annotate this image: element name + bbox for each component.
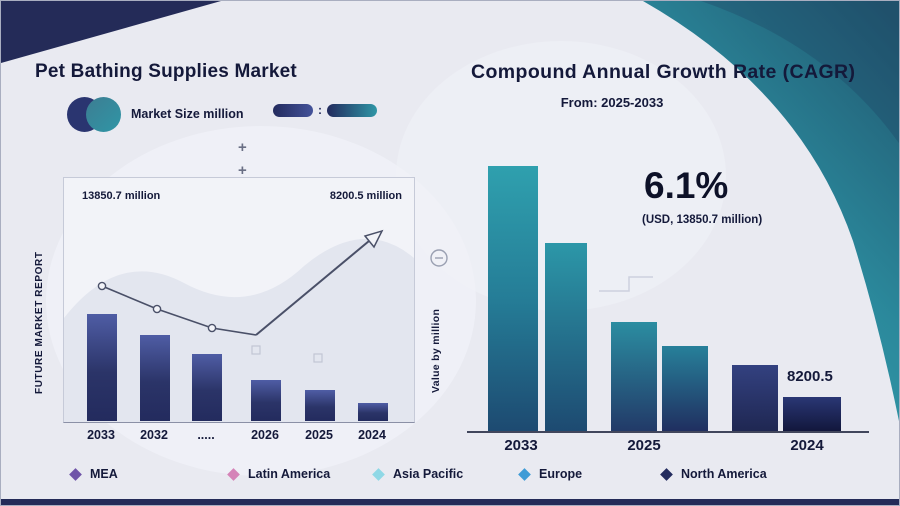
minus-circle-icon bbox=[430, 249, 448, 267]
trend-line-overlay bbox=[97, 229, 384, 363]
teal-pill-icon bbox=[327, 103, 377, 117]
page-title: Pet Bathing Supplies Market bbox=[35, 61, 297, 82]
legend-item-latin-america: Latin America bbox=[227, 467, 331, 481]
x-label: 2032 bbox=[140, 428, 168, 442]
cagr-title: Compound Annual Growth Rate (CAGR) bbox=[471, 61, 856, 83]
x-label: 2033 bbox=[504, 437, 538, 454]
mea-diamond-icon bbox=[69, 467, 82, 481]
bar-2026 bbox=[251, 380, 281, 421]
x-label: 2025 bbox=[305, 428, 333, 442]
legend-label: North America bbox=[681, 467, 767, 481]
value-annotation-2024: 8200.5 bbox=[787, 368, 833, 385]
trend-line bbox=[101, 285, 257, 336]
bar-2033-secondary bbox=[545, 242, 587, 431]
bar-2025 bbox=[305, 389, 335, 421]
legend-label: Europe bbox=[539, 467, 583, 481]
x-label: 2033 bbox=[87, 428, 115, 442]
trend-arrow-icon bbox=[363, 229, 384, 249]
legend-item-north-america: North America bbox=[660, 467, 767, 481]
plus-icon: + bbox=[238, 139, 247, 156]
x-label: 2024 bbox=[358, 428, 386, 442]
corner-shade-shape bbox=[701, 1, 899, 144]
x-label: 2026 bbox=[251, 428, 279, 442]
start-value-label: 13850.7 million bbox=[82, 190, 161, 202]
teal-circle-icon bbox=[86, 97, 121, 132]
left-x-axis-labels: 2033 2032 ..... 2026 2025 2024 bbox=[63, 428, 415, 444]
bar-2025-secondary bbox=[662, 346, 708, 431]
navy-pill-icon bbox=[273, 103, 313, 117]
north-america-diamond-icon bbox=[660, 467, 673, 481]
bar-2024-secondary bbox=[783, 396, 841, 431]
x-axis-line bbox=[467, 431, 869, 433]
bottom-bar-shape bbox=[1, 499, 899, 505]
market-size-icon bbox=[67, 97, 123, 132]
x-label: 2025 bbox=[627, 437, 661, 454]
market-size-legend-label: Market Size million bbox=[131, 107, 244, 121]
trend-marker bbox=[207, 323, 217, 333]
trend-arrow-shaft bbox=[255, 240, 370, 336]
cagr-value: 6.1% bbox=[644, 165, 729, 206]
x-label: ..... bbox=[197, 428, 215, 442]
bar-2033 bbox=[87, 314, 117, 421]
cagr-detail: (USD, 13850.7 million) bbox=[642, 214, 763, 226]
bar-2025-primary bbox=[611, 322, 657, 431]
legend-label: MEA bbox=[90, 467, 118, 481]
background-blob bbox=[396, 41, 726, 311]
legend-item-europe: Europe bbox=[518, 467, 583, 481]
step-line-decoration bbox=[599, 276, 653, 292]
plus-icon: + bbox=[238, 162, 247, 179]
market-size-bars bbox=[64, 314, 416, 421]
bar-intermediate bbox=[192, 353, 222, 421]
legend-item-asia-pacific: Asia Pacific bbox=[372, 467, 464, 481]
x-label: 2024 bbox=[790, 437, 824, 454]
teal-swoosh-shape bbox=[643, 1, 899, 422]
legend-label: Latin America bbox=[248, 467, 331, 481]
bar-2024-primary bbox=[732, 364, 778, 431]
legend-label: Asia Pacific bbox=[393, 467, 464, 481]
europe-diamond-icon bbox=[518, 467, 531, 481]
cagr-subtitle: From: 2025-2033 bbox=[560, 95, 664, 110]
cagr-bars bbox=[469, 166, 869, 431]
ratio-separator: : bbox=[318, 103, 322, 117]
latin-america-diamond-icon bbox=[227, 467, 240, 481]
bar-2033-primary bbox=[488, 166, 538, 431]
market-size-chart-panel: 13850.7 million 8200.5 million bbox=[63, 177, 415, 423]
end-value-label: 8200.5 million bbox=[329, 190, 402, 202]
trend-marker bbox=[97, 281, 107, 291]
ratio-pills: : bbox=[273, 103, 377, 117]
corner-triangle-shape bbox=[1, 1, 221, 63]
right-axis-label: Value by million bbox=[430, 308, 442, 394]
trend-marker bbox=[152, 304, 162, 314]
square-marker-decoration bbox=[251, 345, 261, 355]
bar-2024 bbox=[358, 402, 388, 421]
legend-item-mea: MEA bbox=[69, 467, 118, 481]
square-marker-decoration bbox=[313, 353, 323, 363]
bar-2032 bbox=[140, 335, 170, 421]
asia-pacific-diamond-icon bbox=[372, 467, 385, 481]
left-axis-label: FUTURE MARKET REPORT bbox=[34, 251, 45, 395]
